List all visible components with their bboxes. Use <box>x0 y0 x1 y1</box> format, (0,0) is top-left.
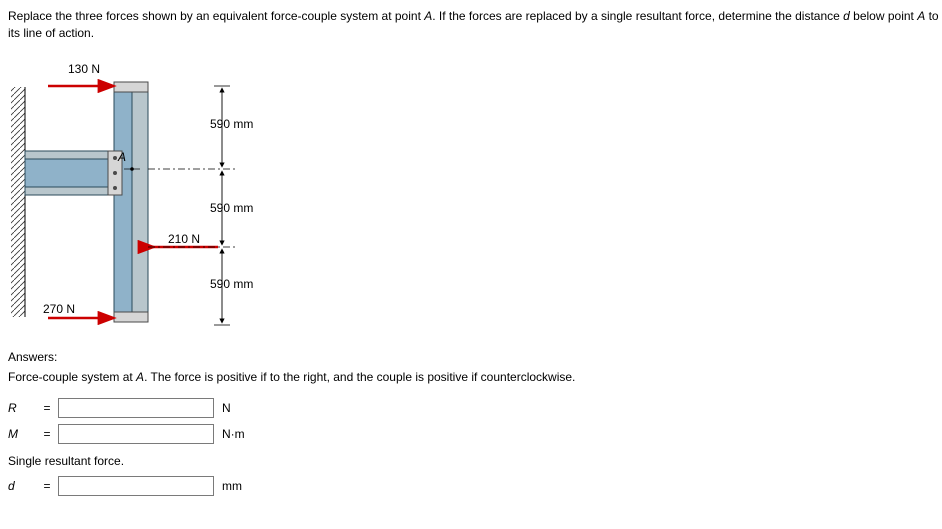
row-M: M = N·m <box>8 424 942 444</box>
d-inline: d <box>843 9 850 23</box>
ptxt2: . If the forces are replaced by a single… <box>432 9 843 23</box>
R-input[interactable] <box>58 398 214 418</box>
problem-statement: Replace the three forces shown by an equ… <box>8 8 942 42</box>
unit-Nm: N·m <box>222 427 245 441</box>
label-590-1: 590 mm <box>210 117 253 131</box>
R-label: R <box>8 401 36 415</box>
eq-sign: = <box>42 401 52 415</box>
eq-sign: = <box>42 427 52 441</box>
label-590-3: 590 mm <box>210 277 253 291</box>
answers-header: Answers: <box>8 350 942 364</box>
figure-diagram: 130 N 270 N 210 N 590 mm 590 mm 590 mm A <box>8 52 318 332</box>
unit-mm: mm <box>222 479 242 493</box>
d-label: d <box>8 479 36 493</box>
label-point-a: A <box>118 150 126 164</box>
label-130n: 130 N <box>68 62 100 76</box>
answers-hint: Force-couple system at A. The force is p… <box>8 370 942 384</box>
single-force-header: Single resultant force. <box>8 454 942 468</box>
row-R: R = N <box>8 398 942 418</box>
ptxt3: below point <box>850 9 917 23</box>
label-270n: 270 N <box>43 302 75 316</box>
d-input[interactable] <box>58 476 214 496</box>
label-590-2: 590 mm <box>210 201 253 215</box>
M-label: M <box>8 427 36 441</box>
label-210n: 210 N <box>168 232 200 246</box>
row-d: d = mm <box>8 476 942 496</box>
eq-sign: = <box>42 479 52 493</box>
M-input[interactable] <box>58 424 214 444</box>
unit-N: N <box>222 401 231 415</box>
answers-section: Answers: Force-couple system at A. The f… <box>8 350 942 496</box>
ptxt1: Replace the three forces shown by an equ… <box>8 9 424 23</box>
